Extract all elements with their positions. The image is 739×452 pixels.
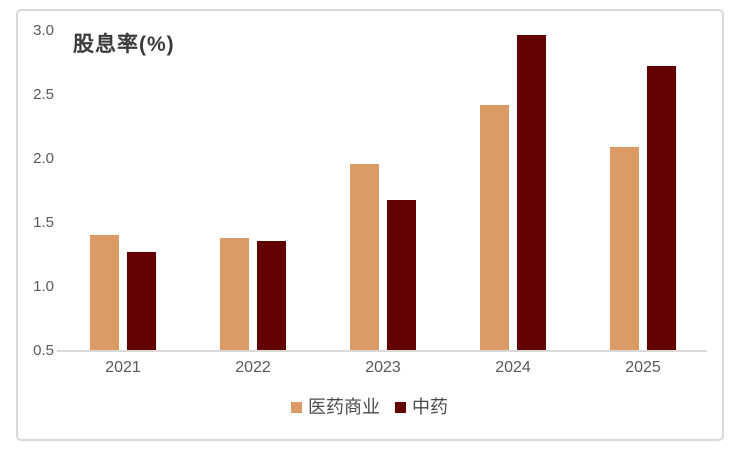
bar-series2-2024 [517, 34, 546, 351]
legend-item-series1: 医药商业 [291, 397, 380, 417]
x-tick-label-2021: 2021 [105, 359, 141, 376]
x-tick-label-2024: 2024 [495, 359, 531, 376]
chart-title: 股息率(%) [73, 33, 175, 56]
x-tick-label-2025: 2025 [625, 359, 661, 376]
legend: 医药商业 中药 [0, 397, 739, 417]
x-tick-label-2023: 2023 [365, 359, 401, 376]
bar-series1-2025 [610, 147, 639, 351]
x-tick-label-2022: 2022 [235, 359, 271, 376]
bar-series2-2025 [647, 65, 676, 351]
y-tick-label-0.5: 0.5 [33, 342, 54, 359]
bar-series1-2022 [220, 238, 249, 351]
bar-series1-2024 [480, 105, 509, 351]
bar-series2-2023 [387, 199, 416, 351]
bar-series1-2021 [90, 234, 119, 351]
bar-series2-2021 [127, 252, 156, 351]
y-tick-label-1.5: 1.5 [33, 214, 54, 231]
y-tick-label-1.0: 1.0 [33, 278, 54, 295]
y-tick-label-2.5: 2.5 [33, 86, 54, 103]
legend-label-series2: 中药 [412, 397, 448, 417]
legend-item-series2: 中药 [395, 397, 448, 417]
x-axis-baseline [57, 350, 707, 352]
legend-label-series1: 医药商业 [308, 397, 380, 417]
y-tick-label-3.0: 3.0 [33, 22, 54, 39]
legend-swatch-icon [395, 401, 406, 413]
bar-series1-2023 [350, 164, 379, 351]
y-tick-label-2.0: 2.0 [33, 150, 54, 167]
bar-series2-2022 [257, 240, 286, 351]
legend-swatch-icon [291, 401, 302, 413]
